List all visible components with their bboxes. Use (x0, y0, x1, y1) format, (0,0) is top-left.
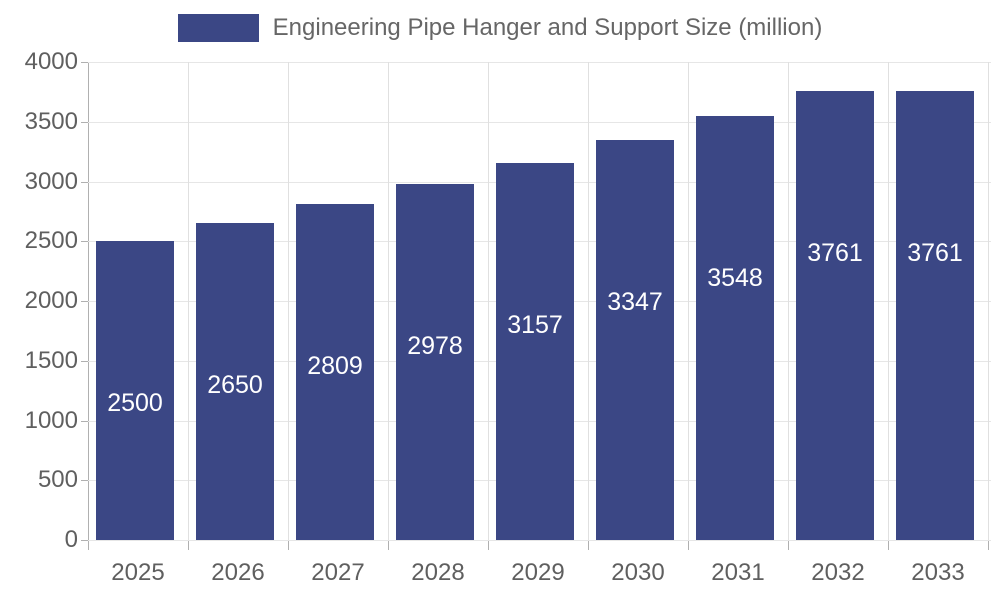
gridline-vertical (588, 62, 589, 540)
bar[interactable]: 2809 (296, 204, 374, 540)
y-axis-tick-label: 1500 (24, 346, 78, 374)
gridline-vertical (688, 62, 689, 540)
y-axis-tick-label: 500 (37, 466, 78, 494)
x-axis-tick-label: 2031 (711, 559, 765, 586)
x-axis-tick-label: 2032 (811, 559, 865, 586)
legend-item[interactable]: Engineering Pipe Hanger and Support Size… (177, 14, 823, 42)
y-axis-tick-label: 0 (64, 526, 78, 553)
gridline-vertical (388, 62, 389, 540)
y-axis-tick-label: 2000 (24, 287, 78, 314)
legend-color-swatch (177, 14, 259, 42)
gridline-horizontal (88, 62, 991, 63)
x-axis-tick-mark (188, 541, 189, 550)
x-axis-tick-label: 2030 (611, 559, 665, 586)
x-axis-tick-mark (688, 541, 689, 550)
bar[interactable]: 2978 (396, 184, 474, 540)
gridline-vertical (288, 62, 289, 540)
y-axis-tick-mark (81, 241, 88, 243)
gridline-vertical (488, 62, 489, 540)
y-axis-tick-label: 3000 (24, 167, 78, 195)
x-axis-tick-mark (888, 541, 889, 550)
x-axis-tick-mark (288, 541, 289, 550)
plot-area: 2500 2650 2809 2978 3157 3347 3548 3761 3761 (88, 62, 991, 541)
x-axis-tick-mark (588, 541, 589, 550)
gridline-vertical (988, 62, 989, 540)
y-axis-tick-label: 3500 (24, 107, 78, 135)
gridline-vertical (788, 62, 789, 540)
x-axis-tick-mark (788, 541, 789, 550)
y-axis-tick-label: 2500 (24, 227, 78, 255)
x-axis-tick-label: 2029 (511, 559, 565, 586)
legend-label: Engineering Pipe Hanger and Support Size… (272, 14, 823, 41)
gridline-horizontal (88, 540, 991, 541)
y-axis-tick-mark (81, 301, 88, 302)
gridline-horizontal (88, 121, 991, 123)
bar-value-label: 2978 (407, 332, 463, 361)
bar[interactable]: 3157 (496, 162, 574, 540)
y-axis-tick-mark (81, 360, 88, 362)
bar-value-label: 3548 (707, 264, 763, 293)
bar-value-label: 3761 (907, 238, 963, 267)
x-axis-tick-label: 2028 (411, 559, 465, 586)
x-axis-tick-mark (488, 541, 489, 550)
bar[interactable]: 2500 (96, 241, 174, 540)
x-axis-tick-label: 2027 (311, 559, 365, 586)
y-axis-tick-mark (81, 181, 88, 183)
y-axis-tick-label: 4000 (24, 48, 78, 75)
x-axis-tick-label: 2025 (111, 559, 165, 586)
x-axis-tick-mark (388, 541, 389, 550)
y-axis-tick-label: 1000 (24, 406, 78, 434)
bar-value-label: 2809 (307, 352, 363, 381)
bar-value-label: 3157 (507, 310, 563, 339)
y-axis-tick-mark (81, 540, 88, 541)
gridline-vertical (888, 62, 889, 540)
bar[interactable]: 3548 (696, 116, 774, 540)
gridline-vertical (188, 62, 189, 540)
x-axis-tick-mark (988, 541, 989, 550)
x-axis-tick-label: 2026 (211, 559, 265, 586)
y-axis-tick-mark (81, 62, 88, 63)
y-axis-tick-mark (81, 121, 88, 123)
y-axis-tick-mark (81, 420, 88, 422)
bar[interactable]: 3761 (896, 90, 974, 540)
bar-value-label: 3761 (807, 238, 863, 267)
bar[interactable]: 3761 (796, 90, 874, 540)
bar-value-label: 2500 (107, 389, 163, 418)
x-axis-tick-label: 2033 (911, 559, 965, 586)
x-axis-tick-mark (88, 541, 89, 550)
y-axis-tick-mark (81, 480, 88, 482)
bar[interactable]: 2650 (196, 223, 274, 540)
bar-value-label: 3347 (607, 288, 663, 317)
bar-value-label: 2650 (207, 371, 263, 400)
bar[interactable]: 3347 (596, 140, 674, 540)
chart-legend: Engineering Pipe Hanger and Support Size… (0, 0, 1000, 56)
